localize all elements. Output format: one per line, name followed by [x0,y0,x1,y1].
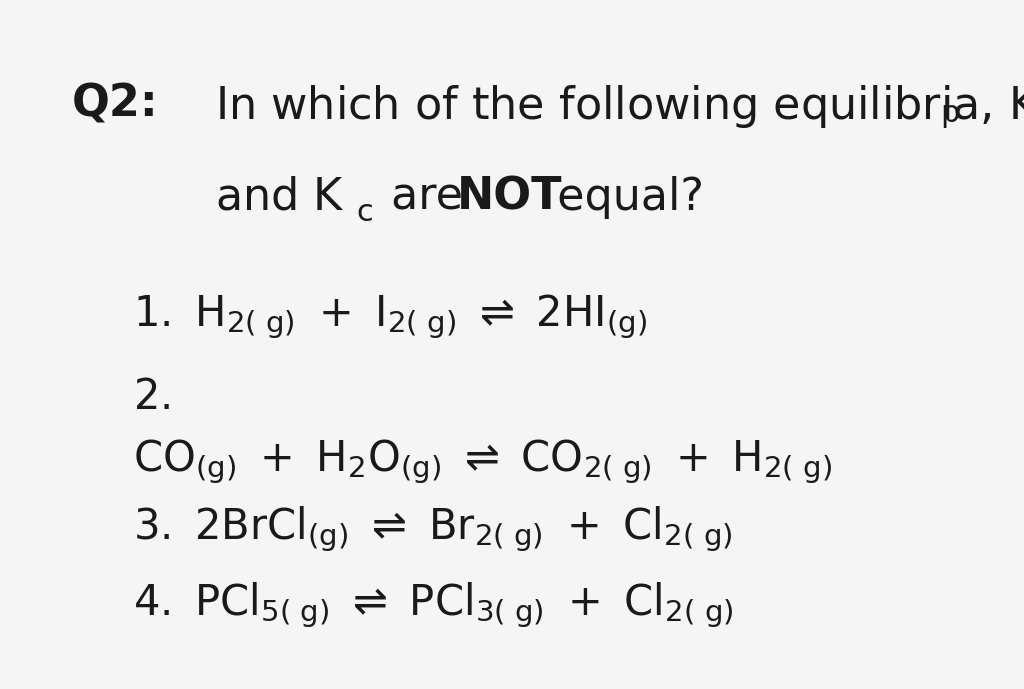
Text: In which of the following equilibria, $\mathregular{K}$: In which of the following equilibria, $\… [215,83,1024,130]
Text: and $\mathregular{K}$: and $\mathregular{K}$ [215,176,345,218]
Text: $\mathrm{2.}$: $\mathrm{2.}$ [133,376,170,418]
Text: c: c [356,198,373,227]
Text: $\mathrm{4.\ PCl_{5(\ g)}\ \rightleftharpoons\ PCl_{3(\ g)}\ +\ Cl_{2(\ g)}}$: $\mathrm{4.\ PCl_{5(\ g)}\ \rightlefthar… [133,580,733,630]
Text: are: are [377,176,477,218]
Text: Q2:: Q2: [72,83,159,125]
Text: NOT: NOT [457,176,562,218]
Text: $\mathrm{1.\ H_{2(\ g)}\ +\ I_{2(\ g)}\ \rightleftharpoons\ 2HI_{(g)}}$: $\mathrm{1.\ H_{2(\ g)}\ +\ I_{2(\ g)}\ … [133,293,647,342]
Text: p: p [940,99,959,128]
Text: $\mathrm{CO_{(g)}\ +\ H_2O_{(g)}\ \rightleftharpoons\ CO_{2(\ g)}\ +\ H_{2(\ g)}: $\mathrm{CO_{(g)}\ +\ H_2O_{(g)}\ \right… [133,438,833,486]
Text: $\mathrm{3.\ 2BrCl_{(g)}\ \rightleftharpoons\ Br_{2(\ g)}\ +\ Cl_{2(\ g)}}$: $\mathrm{3.\ 2BrCl_{(g)}\ \rightleftharp… [133,504,732,554]
Text: equal?: equal? [543,176,703,218]
